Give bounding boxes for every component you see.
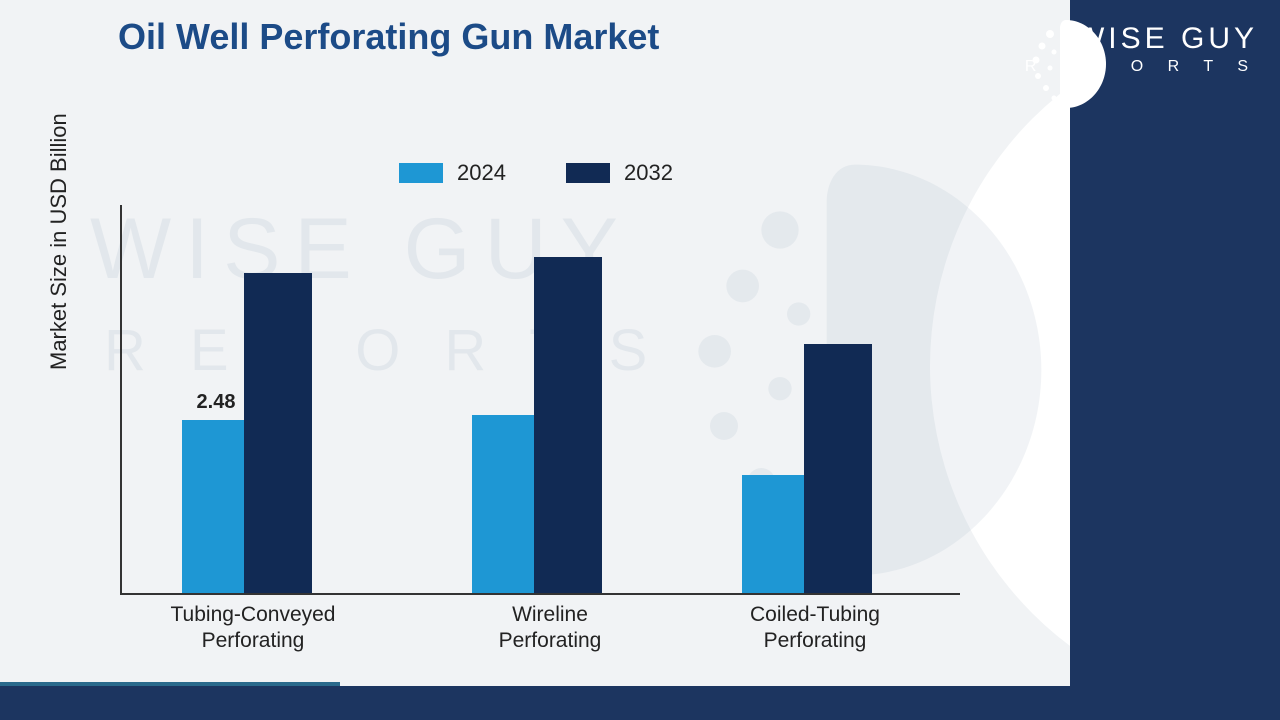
legend-label: 2032 [624, 160, 673, 186]
page-root: WISE GUY R E P O R T S WISE GUY REPORTS … [0, 0, 1280, 720]
brand-logo: WISE GUY R E P O R T S [1025, 22, 1258, 76]
bottom-strip [0, 686, 1280, 720]
legend-item-s2032: 2032 [566, 160, 673, 186]
legend-swatch [566, 163, 610, 183]
category-label: Tubing-ConveyedPerforating [138, 602, 368, 655]
category-label: WirelinePerforating [435, 602, 665, 655]
bar-s2032 [804, 344, 872, 593]
legend: 2024 2032 [116, 160, 956, 186]
bar-value-label: 2.48 [180, 391, 252, 414]
bar-s2032 [244, 273, 312, 593]
legend-item-s2024: 2024 [399, 160, 506, 186]
chart-area: Market Size in USD Billion 20242032 2.48… [60, 150, 980, 690]
brand-line-1: WISE GUY [1025, 22, 1258, 56]
plot-area: 2.48 [120, 205, 960, 595]
legend-swatch [399, 163, 443, 183]
brand-line-2: R E P O R T S [1025, 58, 1258, 76]
bar-s2024 [742, 475, 810, 593]
bar-s2024 [472, 415, 540, 593]
bar-s2032 [534, 257, 602, 593]
category-label: Coiled-TubingPerforating [700, 602, 930, 655]
legend-label: 2024 [457, 160, 506, 186]
bar-s2024 [182, 420, 250, 593]
page-title: Oil Well Perforating Gun Market [118, 16, 659, 58]
y-axis-label: Market Size in USD Billion [46, 113, 72, 370]
